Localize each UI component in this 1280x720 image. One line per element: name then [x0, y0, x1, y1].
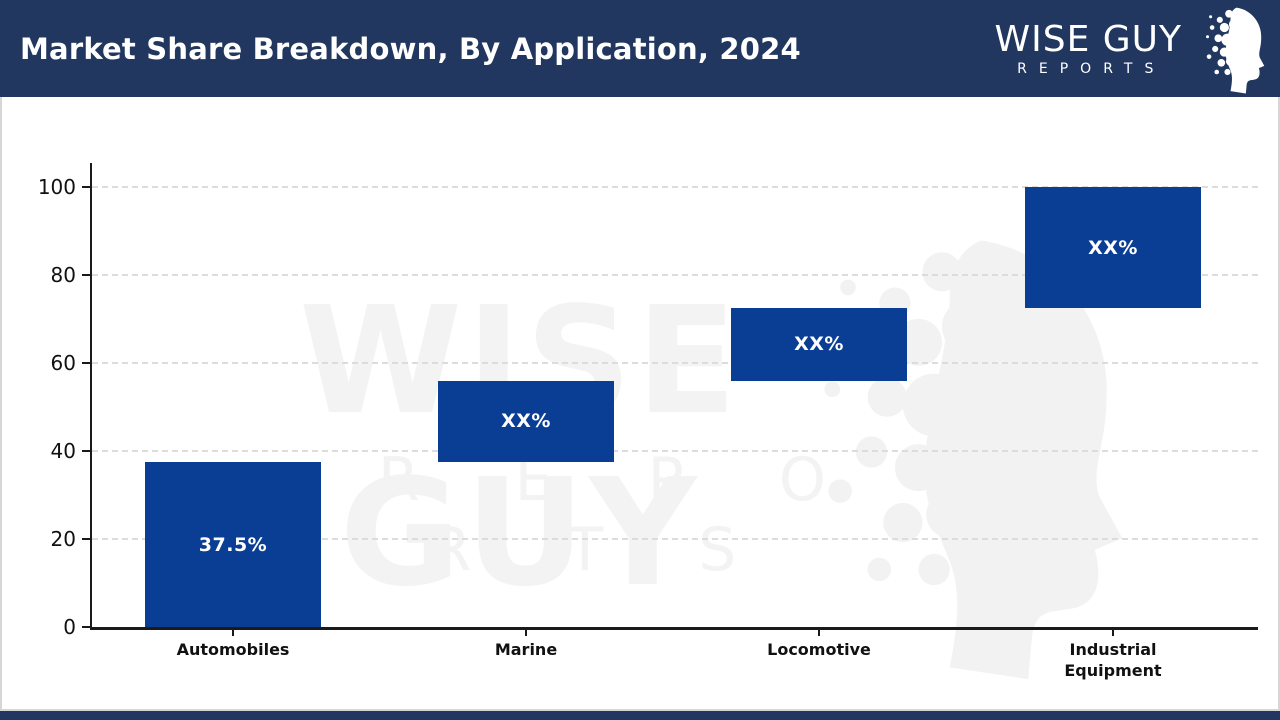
x-tick-mark	[1112, 628, 1114, 636]
watermark-wordmark: WISE GUY	[298, 275, 741, 619]
bar-value-label: XX%	[1088, 236, 1138, 259]
bar-segment-1: 37.5%	[145, 462, 321, 627]
y-tick-mark	[82, 362, 90, 364]
wiseguy-logo: WISE GUY REPORTS	[995, 3, 1273, 95]
footer-bar	[0, 711, 1280, 720]
x-tick-mark	[818, 628, 820, 636]
x-tick-label-2: Marine	[494, 640, 558, 659]
y-axis-spine	[90, 163, 92, 630]
x-tick-label-4: Industrial Equipment	[1064, 640, 1162, 680]
bar-segment-3: XX%	[731, 308, 907, 381]
gridline-80	[92, 274, 1258, 276]
logo-wordmark: WISE GUY	[994, 18, 1182, 60]
y-tick-label: 40	[50, 439, 76, 463]
x-axis-spine	[90, 627, 1258, 630]
chart-title: Market Share Breakdown, By Application, …	[20, 31, 801, 66]
bar-segment-2: XX%	[438, 380, 614, 462]
logo-head-icon	[1206, 7, 1265, 93]
gridline-60	[92, 362, 1258, 364]
gridline-20	[92, 538, 1258, 540]
x-tick-mark	[232, 628, 234, 636]
bar-value-label: XX%	[501, 410, 551, 433]
bar-value-label: XX%	[794, 333, 844, 356]
y-tick-label: 0	[63, 615, 76, 639]
y-tick-label: 80	[50, 263, 76, 287]
watermark-head-icon	[824, 240, 1123, 680]
plot-area: 0 20 40 60 80 100 37.5% XX% XX% XX% Automobiles Mar…	[2, 97, 1280, 709]
y-tick-mark	[82, 186, 90, 188]
y-tick-label: 100	[37, 175, 76, 199]
bar-value-label: 37.5%	[198, 533, 268, 556]
chart-body: WISE GUY R E P O R T S 0 20 40 60 80 100 37.5%…	[0, 97, 1280, 711]
logo-subtext: REPORTS	[1017, 60, 1166, 77]
header-bar: Market Share Breakdown, By Application, …	[0, 0, 1280, 97]
x-tick-label-1: Automobiles	[176, 640, 290, 659]
logo-text: WISE GUY REPORTS	[994, 18, 1183, 77]
x-tick-mark	[525, 628, 527, 636]
y-tick-mark	[82, 274, 90, 276]
gridline-100	[92, 186, 1258, 188]
gridline-40	[92, 450, 1258, 452]
y-tick-mark	[82, 538, 90, 540]
x-tick-label-3: Locomotive	[767, 640, 871, 659]
y-tick-mark	[82, 626, 90, 628]
bar-segment-4: XX%	[1025, 187, 1201, 308]
y-tick-label: 60	[50, 351, 76, 375]
y-tick-label: 20	[50, 527, 76, 551]
y-tick-mark	[82, 450, 90, 452]
